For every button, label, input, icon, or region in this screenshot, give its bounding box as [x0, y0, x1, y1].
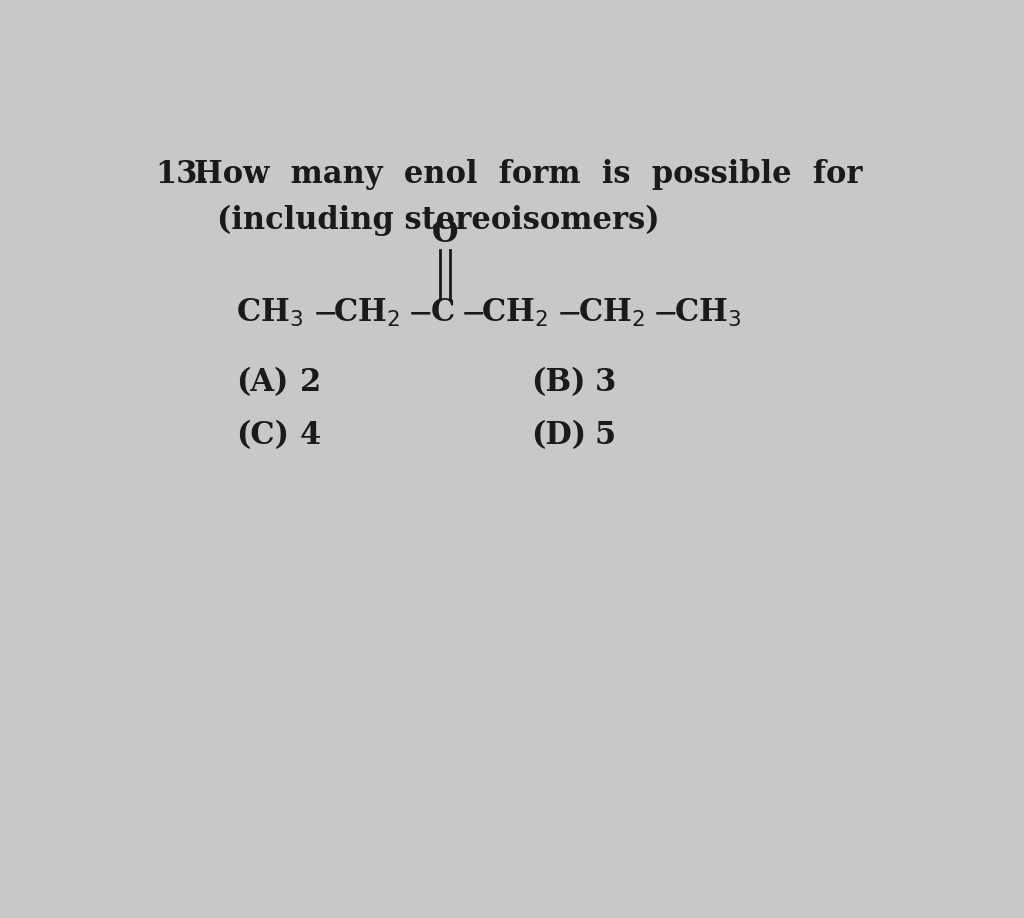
Text: (including stereoisomers): (including stereoisomers)	[217, 205, 659, 236]
Text: 3: 3	[595, 366, 615, 397]
Text: $-$: $-$	[311, 297, 336, 328]
Text: CH$_2$: CH$_2$	[334, 297, 400, 329]
Text: How  many  enol  form  is  possible  for: How many enol form is possible for	[194, 159, 862, 190]
Text: CH$_2$: CH$_2$	[481, 297, 548, 329]
Text: (C): (C)	[237, 420, 290, 452]
Text: O: O	[431, 218, 458, 249]
Text: (D): (D)	[531, 420, 586, 452]
Text: 13.: 13.	[155, 159, 208, 190]
Text: 5: 5	[595, 420, 615, 452]
Text: CH$_2$: CH$_2$	[578, 297, 644, 329]
Text: CH$_3$: CH$_3$	[674, 297, 741, 329]
Text: $-$: $-$	[652, 297, 676, 328]
Text: (B): (B)	[531, 366, 586, 397]
Text: $-$: $-$	[407, 297, 431, 328]
Text: 2: 2	[300, 366, 322, 397]
Text: (A): (A)	[237, 366, 289, 397]
Text: CH$_3$: CH$_3$	[237, 297, 304, 329]
Text: $-$: $-$	[460, 297, 484, 328]
Text: C: C	[430, 297, 455, 328]
Text: $-$: $-$	[556, 297, 581, 328]
Text: 4: 4	[300, 420, 322, 452]
